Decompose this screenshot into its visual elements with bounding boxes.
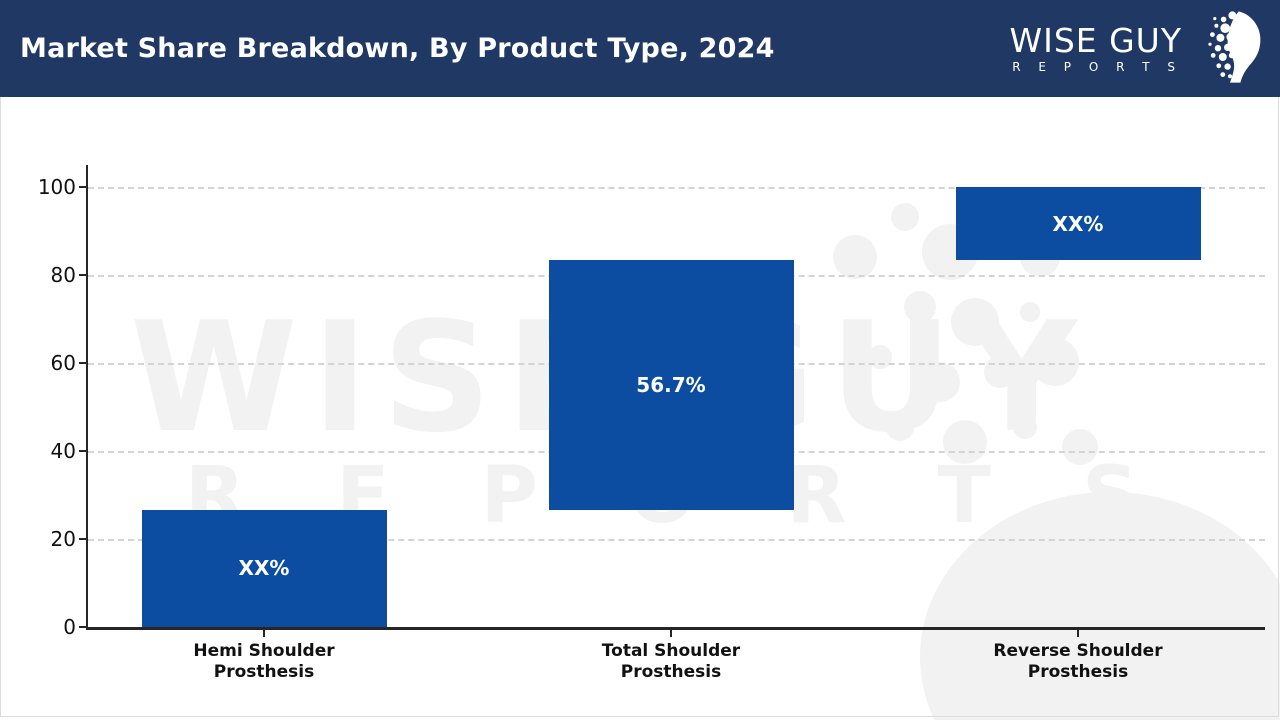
bar-hemi-shoulder: XX% <box>141 509 387 627</box>
y-tick-label-80: 80 <box>50 263 76 287</box>
x-axis-line <box>86 627 1265 630</box>
y-tick-mark <box>79 626 86 628</box>
y-tick-mark <box>79 362 86 364</box>
gridline-100 <box>88 187 1265 189</box>
category-line1: Hemi Shoulder <box>193 641 335 661</box>
y-axis-line <box>86 165 88 629</box>
bar-value-label: XX% <box>238 556 290 581</box>
logo-subtitle: R E P O R T S <box>1012 59 1182 74</box>
y-tick-mark <box>79 186 86 188</box>
page-title: Market Share Breakdown, By Product Type,… <box>20 33 775 64</box>
y-tick-label-100: 100 <box>37 175 76 199</box>
category-line2: Prosthesis <box>213 662 315 682</box>
watermark-head-dots <box>833 200 1280 720</box>
x-axis-category-reverse: Reverse Shoulder Prosthesis <box>908 641 1248 683</box>
header-bar: Market Share Breakdown, By Product Type,… <box>0 0 1280 97</box>
category-line1: Reverse Shoulder <box>993 641 1163 661</box>
y-tick-label-20: 20 <box>50 527 76 551</box>
category-line2: Prosthesis <box>1027 662 1129 682</box>
gridline-20 <box>88 539 1265 541</box>
logo-head-icon <box>1208 10 1261 83</box>
wise-guy-reports-logo: WISE GUY R E P O R T S <box>1009 5 1280 93</box>
y-tick-mark <box>79 538 86 540</box>
x-axis-category-total: Total Shoulder Prosthesis <box>501 641 841 683</box>
y-tick-label-0: 0 <box>63 615 76 639</box>
x-tick-mark <box>1077 630 1079 637</box>
x-tick-mark <box>670 630 672 637</box>
x-tick-mark <box>263 630 265 637</box>
y-tick-label-60: 60 <box>50 351 76 375</box>
logo-text: WISE GUY R E P O R T S <box>1009 24 1182 74</box>
bar-total-shoulder: 56.7% <box>548 260 794 510</box>
y-tick-mark <box>79 450 86 452</box>
x-axis-category-hemi: Hemi Shoulder Prosthesis <box>94 641 434 683</box>
bar-value-label: 56.7% <box>636 372 706 397</box>
logo-wordmark: WISE GUY <box>1009 20 1182 60</box>
category-line2: Prosthesis <box>620 662 722 682</box>
y-tick-mark <box>79 274 86 276</box>
y-tick-label-40: 40 <box>50 439 76 463</box>
bar-value-label: XX% <box>1052 211 1104 236</box>
category-line1: Total Shoulder <box>601 641 741 661</box>
bar-reverse-shoulder: XX% <box>955 187 1201 261</box>
